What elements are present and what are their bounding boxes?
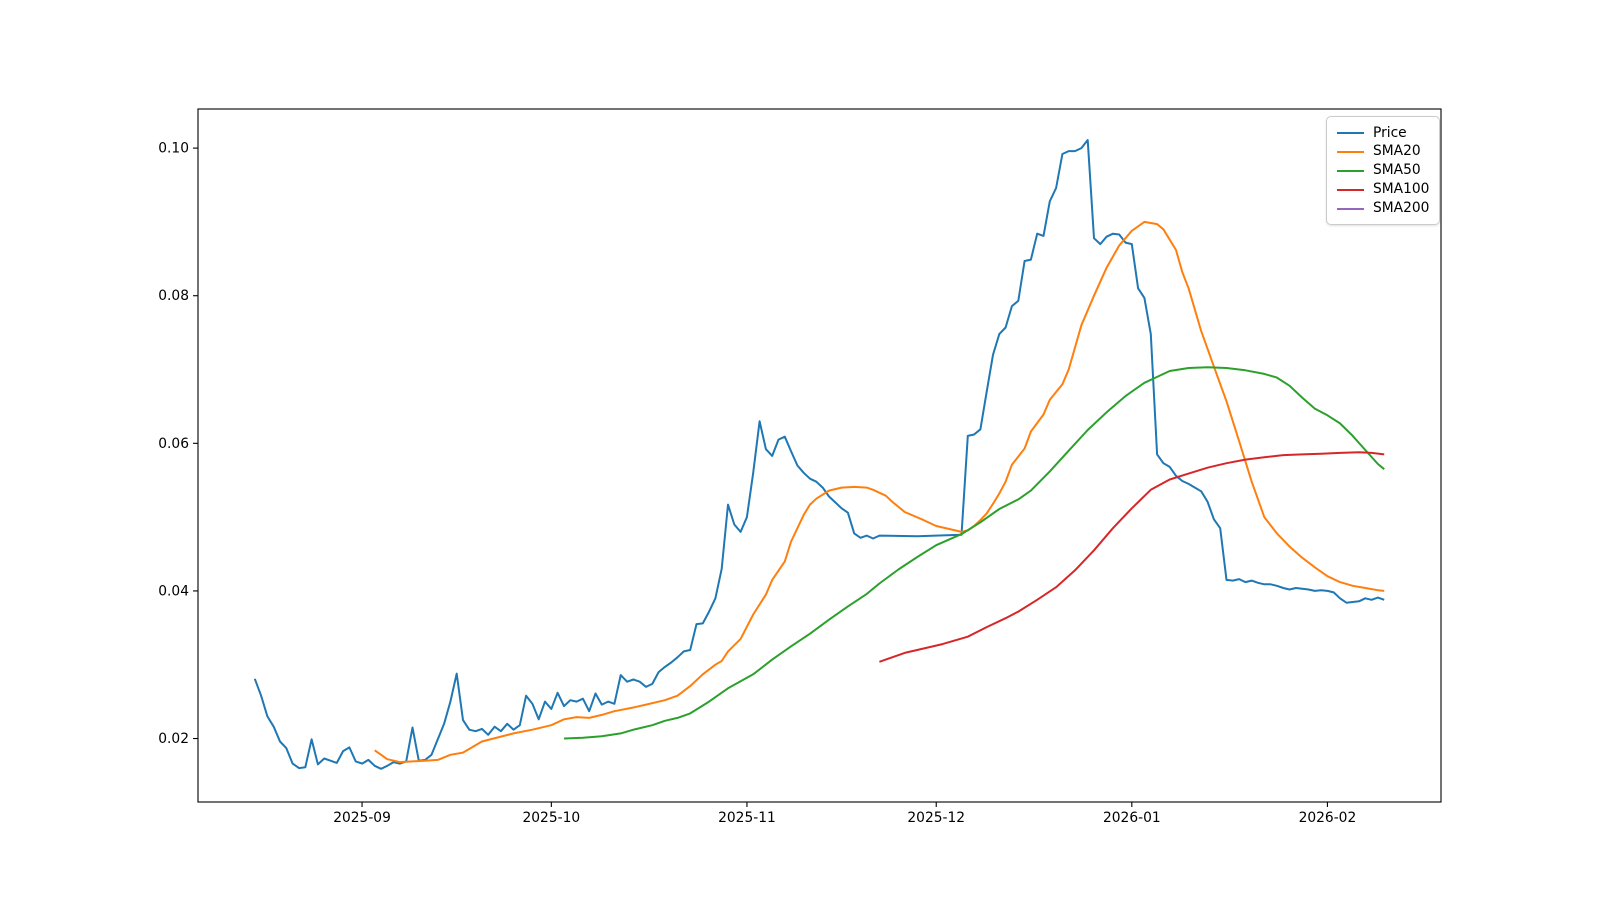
y-tick-label: 0.10 <box>158 141 189 157</box>
legend-label: SMA200 <box>1373 199 1430 216</box>
x-tick-label: 2025-12 <box>907 810 965 826</box>
legend-label: SMA20 <box>1373 143 1421 160</box>
x-tick-label: 2025-10 <box>523 810 581 826</box>
legend-line-sample-price <box>1337 132 1364 135</box>
legend-label: Price <box>1373 124 1407 141</box>
legend-line-sample-sma20 <box>1337 151 1364 154</box>
series-line-sma100 <box>879 451 1385 663</box>
series-line-price <box>253 139 1385 770</box>
x-tick-label: 2026-02 <box>1299 810 1357 826</box>
y-tick-label: 0.04 <box>158 583 189 599</box>
legend-item-sma100: SMA100 <box>1337 180 1429 199</box>
legend-line-sample-sma50 <box>1337 169 1364 172</box>
legend-item-sma200: SMA200 <box>1337 199 1429 218</box>
y-tick-label: 0.06 <box>158 436 189 452</box>
legend-item-sma50: SMA50 <box>1337 162 1429 181</box>
y-tick-label: 0.02 <box>158 731 189 747</box>
legend-line-sample-sma200 <box>1337 207 1364 210</box>
x-tick-label: 2025-09 <box>333 810 391 826</box>
legend-label: SMA100 <box>1373 180 1430 197</box>
legend-box: Price SMA20 SMA50 SMA100 SMA200 <box>1326 116 1441 225</box>
legend-line-sample-sma100 <box>1337 188 1364 191</box>
series-line-sma50 <box>563 366 1385 740</box>
legend-item-price: Price <box>1337 124 1429 143</box>
legend-label: SMA50 <box>1373 162 1421 179</box>
axes-spines <box>197 108 1442 803</box>
y-tick-label: 0.08 <box>158 288 189 304</box>
x-tick-label: 2025-11 <box>718 810 776 826</box>
legend-item-sma20: SMA20 <box>1337 143 1429 162</box>
x-tick-label: 2026-01 <box>1103 810 1161 826</box>
series-line-sma20 <box>374 220 1385 764</box>
